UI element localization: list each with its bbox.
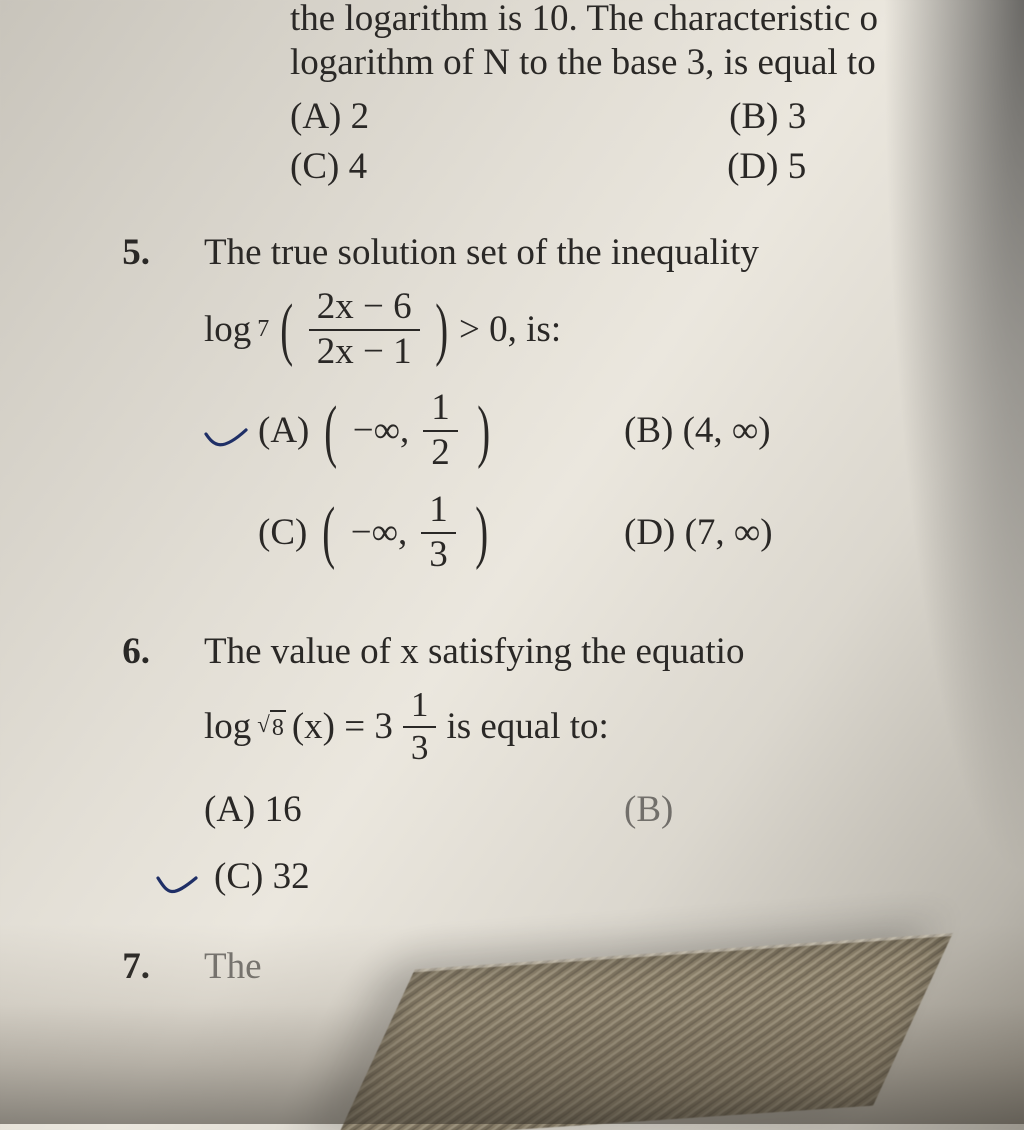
q6-argx: (x) = 3 [292, 702, 393, 752]
q5-number: 5. [30, 228, 204, 575]
question-6: 6. The value of x satisfying the equatio… [30, 627, 994, 903]
q5-option-b: (B) (4, ∞) [624, 406, 994, 456]
q4-option-c-text: (C) 4 [290, 142, 367, 192]
page-content: the logarithm is 10. The characteristic … [0, 0, 1024, 992]
q5-fraction: 2x − 6 2x − 1 [309, 288, 420, 372]
q5-options: (A) ( −∞, 1 2 ) (B) (4, ∞) (C) ( − [204, 389, 994, 574]
q5-optD-text: (D) (7, ∞) [624, 508, 773, 558]
q5-optB-text: (B) (4, ∞) [624, 406, 771, 456]
q5-text: The true solution set of the inequality [204, 228, 994, 278]
q5-optC-num: 1 [421, 491, 456, 534]
q5-optA-frac: 1 2 [423, 389, 458, 473]
q6-mixed-den: 3 [403, 728, 437, 767]
q7-number: 7. [30, 942, 204, 992]
q5-optC-label: (C) [258, 508, 307, 558]
pen-tick-icon [156, 864, 200, 890]
q4-option-b-text: (B) 3 [729, 92, 806, 142]
q5-body: The true solution set of the inequality … [204, 228, 994, 575]
q5-optA-den: 2 [423, 432, 458, 473]
q4-option-a-text: (A) 2 [290, 92, 369, 142]
q5-option-d: (D) (7, ∞) [624, 508, 994, 558]
q4-option-c: (C) 4 [290, 142, 367, 192]
q6-expression: log √8 (x) = 3 1 3 is equal to: [204, 687, 994, 767]
q5-frac-den: 2x − 1 [309, 331, 420, 372]
close-paren: ) [430, 305, 453, 354]
q6-mixed-frac: 1 3 [403, 687, 437, 767]
q4-lead-line2: logarithm of N to the base 3, is equal t… [290, 38, 994, 88]
q6-number: 6. [30, 627, 204, 903]
q6-text: The value of x satisfying the equatio [204, 627, 994, 677]
q6-mixed-num: 1 [403, 687, 437, 728]
q6-option-c: (C) 32 [204, 852, 994, 902]
q6-optC-text: (C) 32 [214, 852, 310, 902]
q4-option-b: (B) 3 [729, 92, 806, 142]
q6-option-a: (A) 16 [204, 785, 624, 835]
log-label: log [204, 702, 251, 752]
q6-rad-body: 8 [270, 710, 286, 744]
q5-optA-num: 1 [423, 389, 458, 432]
q5-optA-open: −∞, [353, 406, 410, 456]
q5-optC-frac: 1 3 [421, 491, 456, 575]
open-paren: ( [275, 305, 298, 354]
q5-expression: log7 ( 2x − 6 2x − 1 ) > 0, is: [204, 288, 994, 372]
log-base: 7 [257, 313, 269, 345]
log-label: log [204, 305, 251, 355]
pen-tick-icon [204, 418, 248, 444]
q6-body: The value of x satisfying the equatio lo… [204, 627, 994, 903]
q4-option-d-text: (D) 5 [727, 142, 806, 192]
q6-radical-base: √8 [257, 709, 286, 744]
q6-optB-text: (B) [624, 785, 673, 835]
q5-optA-label: (A) [258, 406, 309, 456]
q5-option-a: (A) ( −∞, 1 2 ) [204, 389, 624, 473]
question-5: 5. The true solution set of the inequali… [30, 228, 994, 575]
q6-optA-text: (A) 16 [204, 785, 302, 835]
q5-option-c: (C) ( −∞, 1 3 ) [204, 491, 624, 575]
q4-option-d: (D) 5 [727, 142, 806, 192]
q6-options: (A) 16 (B) (C) 32 [204, 785, 994, 903]
q5-tail: > 0, is: [459, 305, 561, 355]
q5-optC-open: −∞, [351, 508, 408, 558]
q6-tail: is equal to: [446, 702, 608, 752]
q4-option-a: (A) 2 [290, 92, 369, 142]
q5-frac-num: 2x − 6 [309, 288, 420, 331]
q6-option-b: (B) [624, 785, 994, 835]
q5-optC-den: 3 [421, 534, 456, 575]
